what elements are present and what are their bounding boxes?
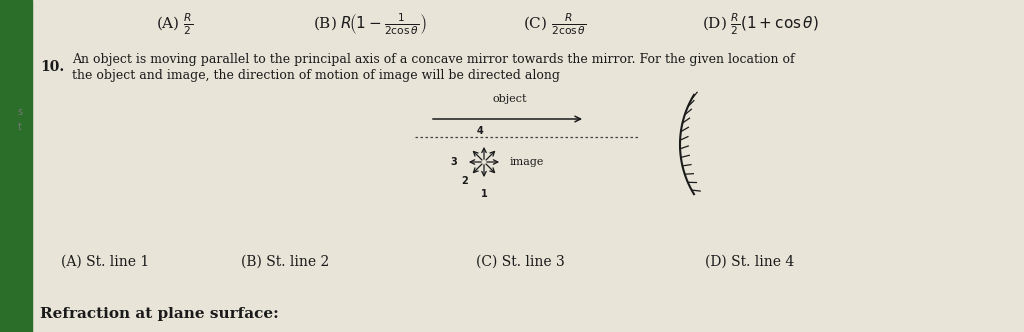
Text: the object and image, the direction of motion of image will be directed along: the object and image, the direction of m… [72, 69, 560, 82]
Text: (D) $\frac{R}{2}(1+\cos\theta)$: (D) $\frac{R}{2}(1+\cos\theta)$ [701, 11, 818, 37]
Text: 2: 2 [462, 177, 469, 187]
Text: (D) St. line 4: (D) St. line 4 [706, 255, 795, 269]
Text: t: t [18, 122, 22, 132]
Text: (B) $R\!\left(1-\frac{1}{2\cos\theta}\right)$: (B) $R\!\left(1-\frac{1}{2\cos\theta}\ri… [313, 11, 427, 37]
Text: image: image [510, 157, 545, 167]
Text: (A) St. line 1: (A) St. line 1 [60, 255, 150, 269]
Text: 4: 4 [476, 126, 483, 136]
Bar [0, 0, 32, 332]
Text: s: s [17, 107, 23, 117]
Text: object: object [493, 94, 527, 104]
Text: An object is moving parallel to the principal axis of a concave mirror towards t: An object is moving parallel to the prin… [72, 53, 795, 66]
Text: (B) St. line 2: (B) St. line 2 [241, 255, 329, 269]
Text: 3: 3 [451, 157, 457, 167]
Text: (C) St. line 3: (C) St. line 3 [475, 255, 564, 269]
Text: Refraction at plane surface:: Refraction at plane surface: [40, 307, 279, 321]
Text: 1: 1 [480, 189, 487, 199]
Text: (A) $\frac{R}{2}$: (A) $\frac{R}{2}$ [157, 11, 194, 37]
Text: (C) $\frac{R}{2\cos\theta}$: (C) $\frac{R}{2\cos\theta}$ [523, 11, 587, 37]
Text: 10.: 10. [40, 60, 65, 74]
